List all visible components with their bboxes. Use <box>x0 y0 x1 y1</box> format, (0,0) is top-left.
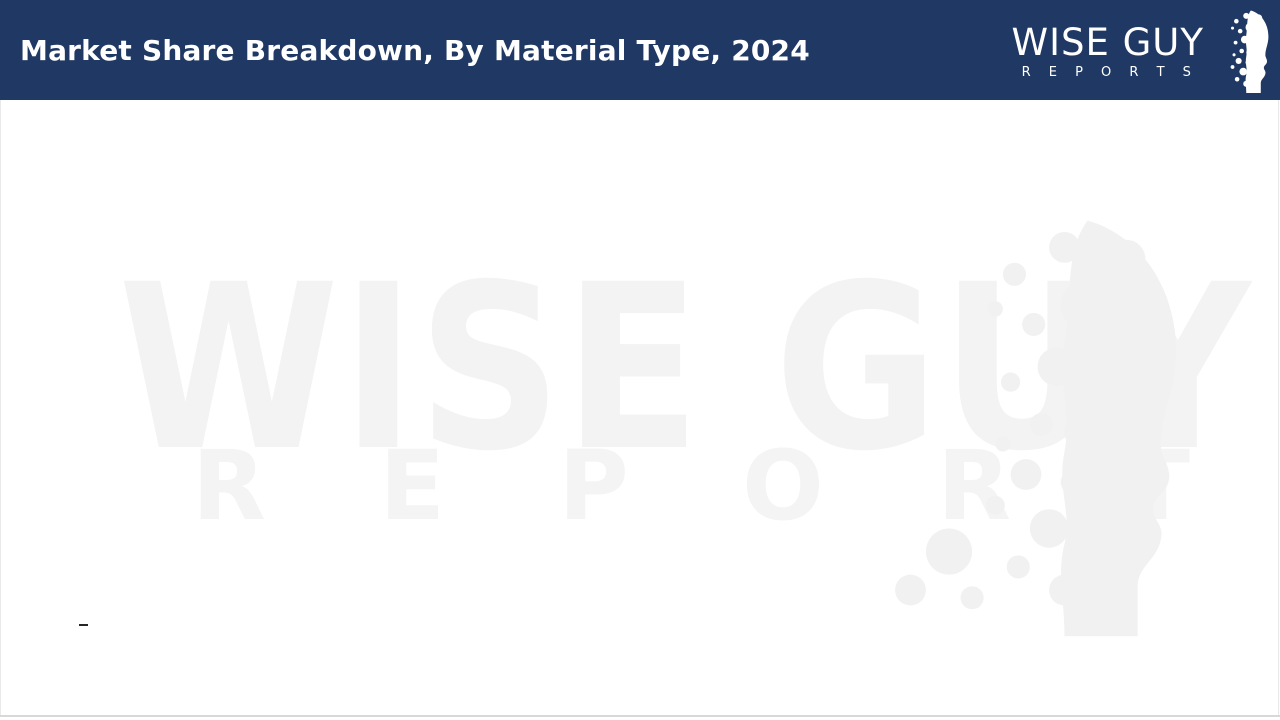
right-border <box>1278 100 1279 716</box>
logo-sub-wordmark: R E P O R T S <box>1021 64 1198 80</box>
y-tick-0 <box>79 624 88 626</box>
bottom-border <box>0 715 1280 717</box>
logo-wordmark: WISE GUY <box>1011 20 1204 64</box>
logo-text: WISE GUY R E P O R T S <box>1011 20 1204 80</box>
logo-face-icon <box>1230 10 1269 93</box>
page-title: Market Share Breakdown, By Material Type… <box>20 33 810 67</box>
left-border <box>0 100 1 716</box>
watermark-face-icon <box>895 220 1177 637</box>
header-bar: Market Share Breakdown, By Material Type… <box>0 0 1280 100</box>
wise-guy-logo: WISE GUY R E P O R T S <box>1012 8 1270 94</box>
